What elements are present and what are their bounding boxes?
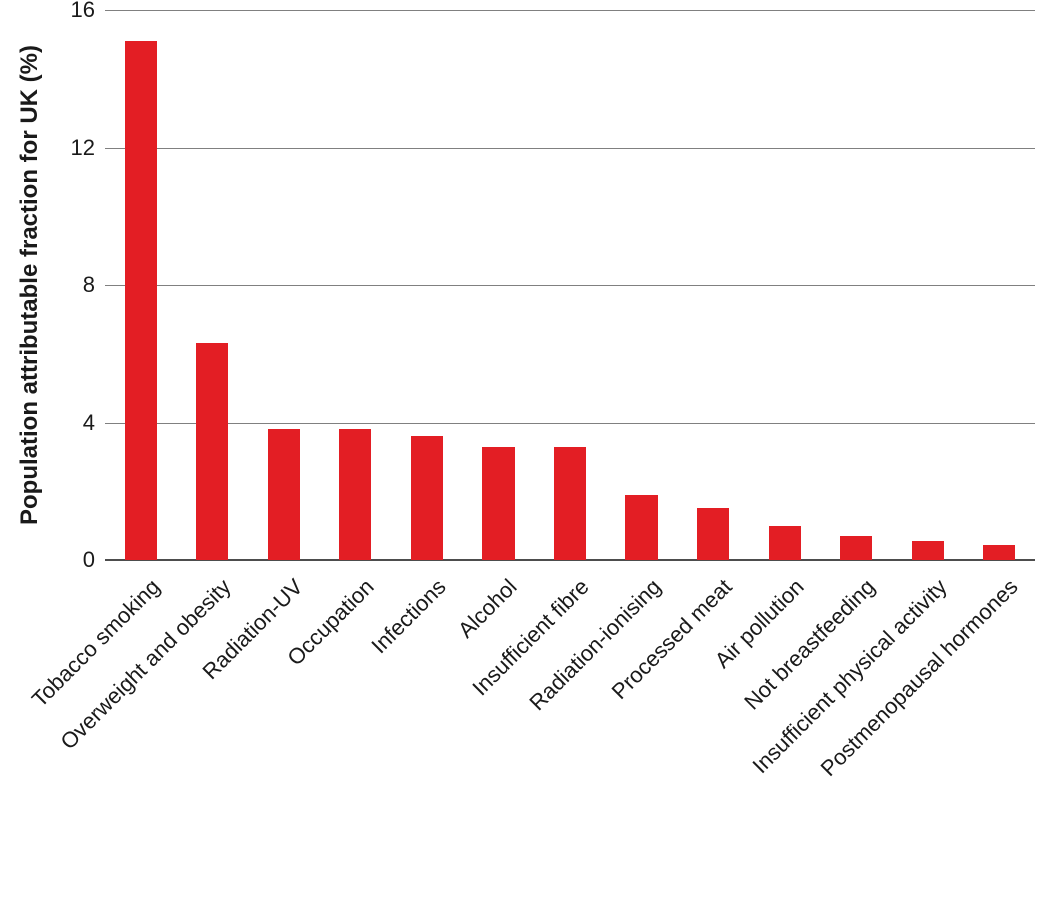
y-tick-label: 8 bbox=[55, 272, 95, 298]
bar bbox=[554, 447, 586, 560]
bar bbox=[125, 41, 157, 560]
bar bbox=[625, 495, 657, 560]
grid-line bbox=[105, 10, 1035, 11]
chart-container: Population attributable fraction for UK … bbox=[0, 0, 1056, 900]
bar bbox=[268, 429, 300, 560]
y-tick-label: 4 bbox=[55, 410, 95, 436]
y-tick-label: 16 bbox=[55, 0, 95, 23]
bar bbox=[983, 545, 1015, 560]
bar bbox=[482, 447, 514, 560]
bar bbox=[697, 508, 729, 560]
bar bbox=[840, 536, 872, 560]
bar bbox=[196, 343, 228, 560]
grid-line bbox=[105, 148, 1035, 149]
bar bbox=[912, 541, 944, 560]
bar bbox=[339, 429, 371, 560]
bar bbox=[769, 526, 801, 560]
y-tick-label: 0 bbox=[55, 547, 95, 573]
y-tick-label: 12 bbox=[55, 135, 95, 161]
y-axis-label: Population attributable fraction for UK … bbox=[0, 10, 60, 560]
plot-area bbox=[105, 10, 1035, 560]
grid-line bbox=[105, 423, 1035, 424]
grid-line bbox=[105, 285, 1035, 286]
bar bbox=[411, 436, 443, 560]
